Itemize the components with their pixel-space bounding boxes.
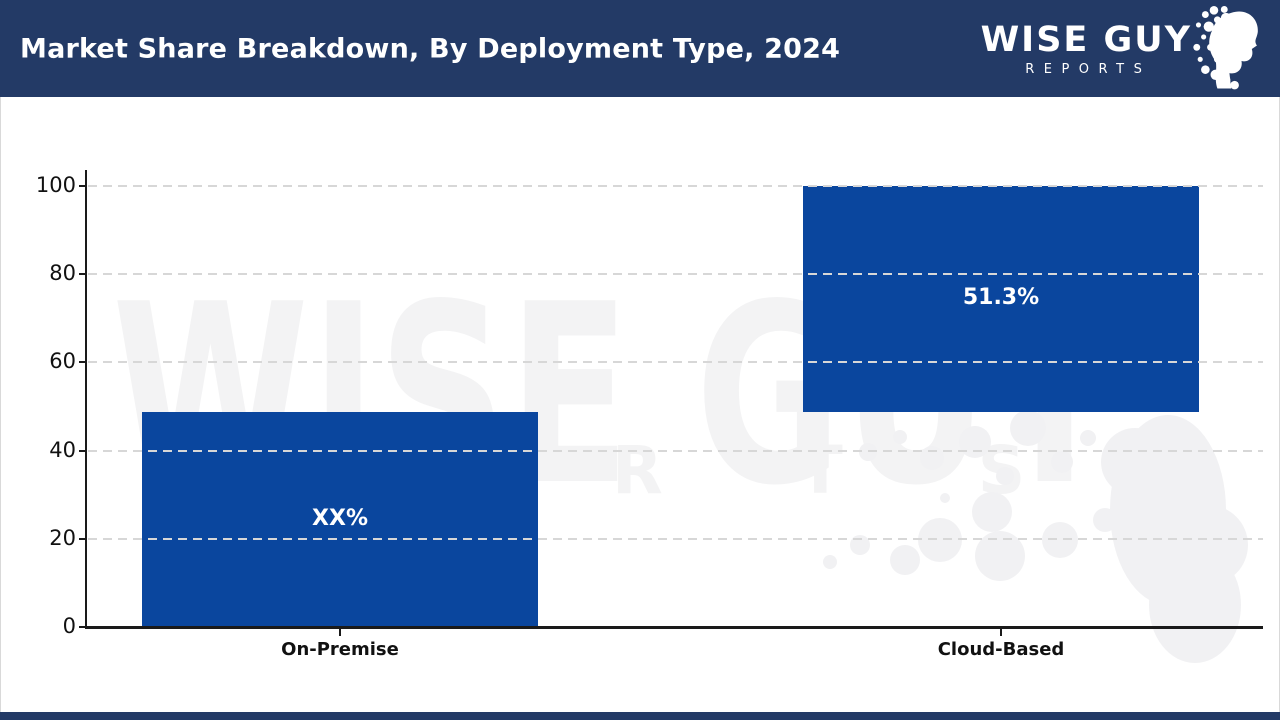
gridline-60 — [88, 361, 1263, 364]
logo: WISE GUY REPORTS — [981, 4, 1262, 94]
y-tick-mark-100 — [79, 185, 87, 187]
y-tick-mark-40 — [79, 449, 87, 452]
y-tick-label-60: 60 — [49, 349, 76, 374]
y-tick-mark-0 — [79, 626, 87, 628]
x-tick-label-0: On-Premise — [281, 639, 399, 660]
page-title: Market Share Breakdown, By Deployment Ty… — [20, 33, 841, 64]
logo-subtitle: REPORTS — [1025, 61, 1152, 77]
x-tick-mark-1 — [1000, 628, 1002, 636]
y-axis-line — [85, 170, 87, 629]
gridline-80 — [88, 273, 1263, 276]
y-tick-mark-60 — [79, 361, 87, 364]
x-tick-mark-0 — [339, 628, 341, 636]
y-tick-label-80: 80 — [49, 261, 76, 286]
logo-text: WISE GUY REPORTS — [980, 19, 1192, 77]
y-tick-label-40: 40 — [49, 437, 76, 462]
y-tick-mark-20 — [79, 537, 87, 540]
gridline-20 — [88, 537, 1263, 540]
logo-head-icon — [1193, 6, 1258, 90]
x-tick-label-1: Cloud-Based — [937, 639, 1065, 660]
footer-bar — [0, 712, 1280, 720]
y-tick-label-0: 0 — [62, 614, 76, 638]
logo-wordmark: WISE GUY — [980, 19, 1192, 60]
bar-value-label: 51.3% — [962, 285, 1040, 311]
header-bar: Market Share Breakdown, By Deployment Ty… — [0, 0, 1280, 97]
gridline-100 — [88, 185, 1263, 187]
y-tick-label-20: 20 — [49, 525, 76, 550]
bar-value-label: XX% — [312, 505, 368, 531]
bar-on-premise — [142, 412, 538, 627]
watermark-text-line2: R T S — [612, 432, 1082, 509]
bar-cloud-based — [803, 186, 1199, 413]
y-tick-mark-80 — [79, 273, 87, 276]
y-tick-label-100: 100 — [35, 173, 76, 197]
gridline-40 — [88, 449, 1263, 452]
x-axis-line — [85, 626, 1263, 629]
